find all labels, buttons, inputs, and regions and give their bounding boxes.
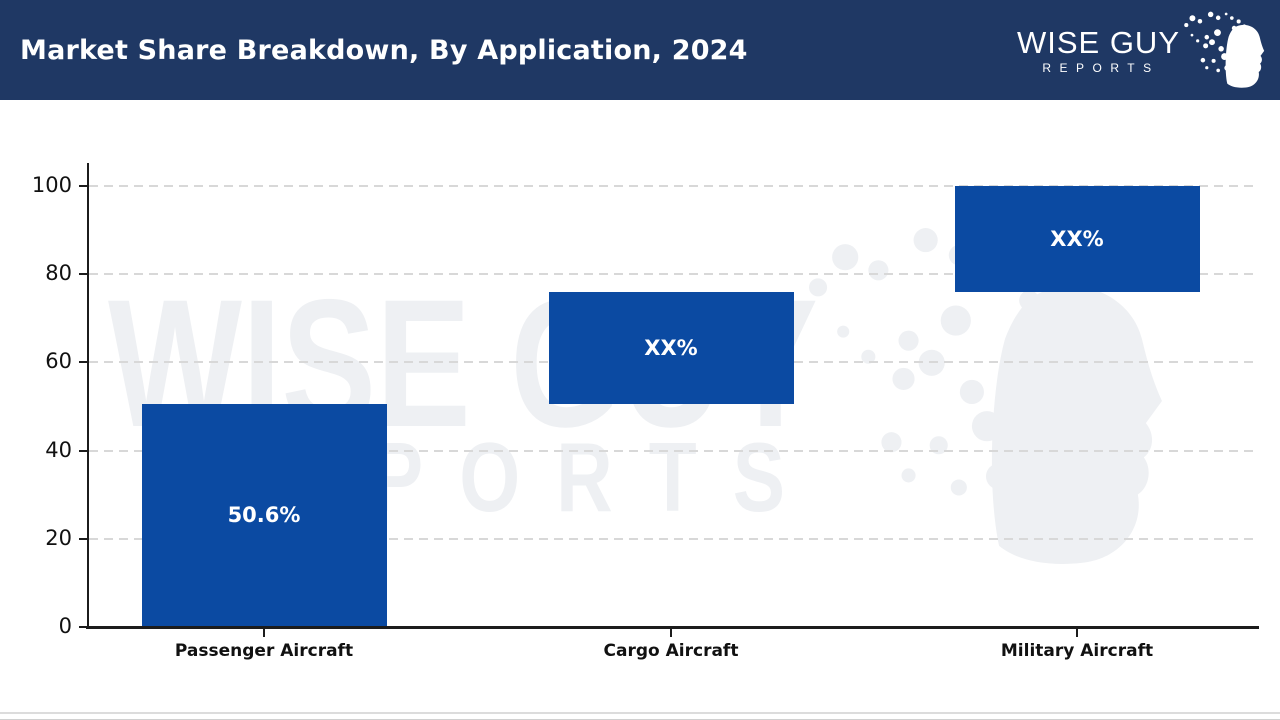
x-axis-line	[86, 626, 1259, 629]
logo-text: WISE GUY REPORTS	[1017, 27, 1180, 74]
bottom-divider	[0, 712, 1280, 714]
x-tick-1	[670, 629, 672, 637]
logo-wordmark: WISE GUY	[1016, 24, 1180, 60]
y-tick-label: 40	[45, 437, 72, 462]
y-tick-20	[79, 537, 87, 540]
y-tick-label: 100	[31, 173, 72, 197]
y-tick-label: 0	[58, 614, 72, 638]
y-tick-60	[79, 361, 87, 364]
bar-value-label: 50.6%	[227, 503, 301, 528]
gridline-20	[89, 537, 1257, 540]
y-axis-line	[87, 163, 89, 628]
logo-subtitle: REPORTS	[1042, 60, 1160, 75]
bar-value-label: XX%	[1050, 226, 1104, 251]
gridline-80	[89, 273, 1257, 276]
y-tick-label: 20	[45, 525, 72, 550]
x-category-label: Military Aircraft	[1000, 641, 1154, 661]
bar-passenger-aircraft: 50.6%	[141, 403, 387, 627]
gridline-100	[89, 185, 1257, 187]
x-tick-0	[263, 629, 265, 637]
x-tick-2	[1076, 629, 1078, 637]
header-bar: Market Share Breakdown, By Application, …	[0, 0, 1280, 100]
x-category-label: Cargo Aircraft	[603, 641, 739, 661]
y-tick-0	[79, 626, 87, 628]
y-tick-40	[79, 449, 87, 452]
wiseguy-logo: WISE GUY REPORTS	[1017, 11, 1266, 90]
bar-cargo-aircraft: XX%	[548, 291, 794, 404]
bar-military-aircraft: XX%	[954, 186, 1200, 292]
gridline-40	[89, 449, 1257, 452]
y-tick-label: 60	[45, 349, 72, 374]
chart-title: Market Share Breakdown, By Application, …	[20, 34, 748, 66]
bar-value-label: XX%	[644, 335, 698, 360]
y-tick-100	[79, 185, 87, 187]
y-tick-80	[79, 273, 87, 276]
y-tick-label: 80	[45, 261, 72, 286]
x-category-label: Passenger Aircraft	[174, 641, 354, 661]
wiseguy-head-icon	[1184, 11, 1265, 88]
